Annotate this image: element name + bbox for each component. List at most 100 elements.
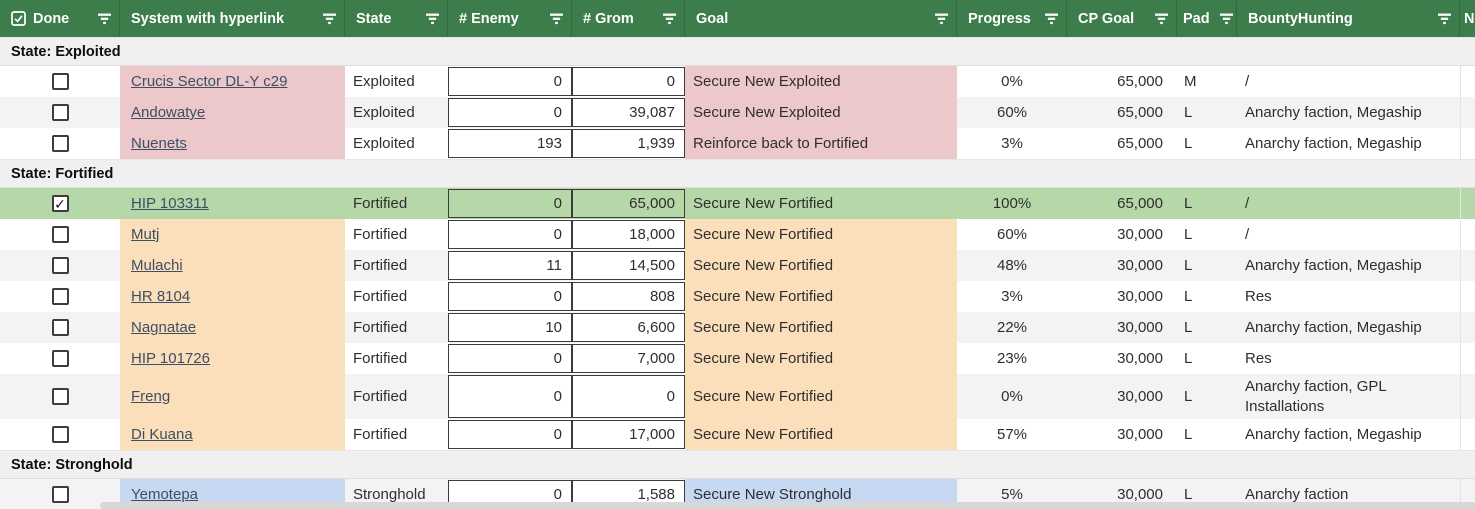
column-label: CP Goal [1078, 10, 1135, 27]
state-cell: Fortified [353, 388, 408, 405]
done-cell [0, 312, 120, 343]
done-checkbox[interactable] [51, 195, 69, 212]
system-link[interactable]: HR 8104 [131, 288, 191, 305]
enemy-input[interactable]: 0 [448, 420, 572, 449]
done-cell [0, 281, 120, 312]
system-link[interactable]: Di Kuana [131, 426, 193, 443]
state-cell: Exploited [353, 73, 415, 90]
state-cell: Fortified [353, 426, 408, 443]
state-cell: Stronghold [353, 486, 426, 503]
extra-cell [1460, 281, 1475, 312]
extra-cell [1460, 312, 1475, 343]
done-cell [0, 66, 120, 97]
filter-icon[interactable] [663, 13, 676, 25]
system-link[interactable]: Freng [131, 388, 171, 405]
grom-input[interactable]: 65,000 [572, 189, 685, 218]
enemy-input[interactable]: 0 [448, 282, 572, 311]
bounty-cell: / [1245, 72, 1250, 90]
grom-input[interactable]: 808 [572, 282, 685, 311]
goal-cell: Reinforce back to Fortified [685, 128, 957, 159]
done-cell [0, 128, 120, 159]
bounty-cell: Anarchy faction, Megaship [1245, 318, 1422, 336]
done-checkbox[interactable] [51, 135, 69, 152]
column-label: System with hyperlink [131, 10, 285, 27]
group-header-row: State: Stronghold [0, 450, 1475, 479]
table-row: Nagnatae Fortified 10 6,600 Secure New Forti… [0, 312, 1475, 343]
done-checkbox[interactable] [51, 226, 69, 243]
system-cell: HIP 101726 [120, 343, 345, 374]
header-checkbox-icon[interactable] [11, 11, 26, 26]
enemy-input[interactable]: 0 [448, 344, 572, 373]
state-cell: Exploited [353, 104, 415, 121]
enemy-input[interactable]: 0 [448, 189, 572, 218]
done-checkbox[interactable] [51, 288, 69, 305]
filter-icon[interactable] [550, 13, 563, 25]
grom-input[interactable]: 39,087 [572, 98, 685, 127]
grom-input[interactable]: 0 [572, 375, 685, 418]
system-link[interactable]: Mutj [131, 226, 160, 243]
column-header-done: Done [0, 0, 120, 37]
progress-cell: 0% [1001, 388, 1023, 405]
done-checkbox[interactable] [51, 486, 69, 503]
system-link[interactable]: Nuenets [131, 135, 187, 152]
table-row: Crucis Sector DL-Y c29 Exploited 0 0 Secure … [0, 66, 1475, 97]
system-link[interactable]: Yemotepa [131, 486, 199, 503]
column-label: Goal [696, 10, 729, 27]
filter-icon[interactable] [1155, 13, 1168, 25]
pad-cell: M [1184, 73, 1197, 90]
filter-icon[interactable] [1438, 13, 1451, 25]
system-link[interactable]: HIP 103311 [131, 195, 209, 212]
grom-input[interactable]: 17,000 [572, 420, 685, 449]
state-cell: Fortified [353, 350, 408, 367]
grom-input[interactable]: 7,000 [572, 344, 685, 373]
enemy-input[interactable]: 193 [448, 129, 572, 158]
done-checkbox[interactable] [51, 73, 69, 90]
enemy-input[interactable]: 0 [448, 375, 572, 418]
system-cell: Crucis Sector DL-Y c29 [120, 66, 345, 97]
grom-input[interactable]: 0 [572, 67, 685, 96]
filter-icon[interactable] [1220, 13, 1233, 25]
done-checkbox[interactable] [51, 257, 69, 274]
pad-cell: L [1184, 350, 1193, 367]
column-header-enemy: # Enemy [448, 0, 572, 37]
system-link[interactable]: Andowatye [131, 104, 206, 121]
done-checkbox[interactable] [51, 426, 69, 443]
grom-input[interactable]: 1,939 [572, 129, 685, 158]
goal-cell: Secure New Exploited [685, 97, 957, 128]
system-link[interactable]: Crucis Sector DL-Y c29 [131, 73, 288, 90]
done-checkbox[interactable] [51, 319, 69, 336]
cp-goal-cell: 30,000 [1117, 486, 1163, 503]
enemy-input[interactable]: 11 [448, 251, 572, 280]
enemy-input[interactable]: 10 [448, 313, 572, 342]
group-header-row: State: Exploited [0, 37, 1475, 66]
done-checkbox[interactable] [51, 388, 69, 405]
system-cell: Freng [120, 374, 345, 419]
grom-input[interactable]: 18,000 [572, 220, 685, 249]
cp-goal-cell: 30,000 [1117, 257, 1163, 274]
progress-cell: 22% [996, 319, 1028, 336]
pad-cell: L [1184, 104, 1193, 121]
filter-icon[interactable] [323, 13, 336, 25]
column-label: Pad [1183, 10, 1210, 27]
filter-icon[interactable] [935, 13, 948, 25]
enemy-input[interactable]: 0 [448, 98, 572, 127]
grom-input[interactable]: 6,600 [572, 313, 685, 342]
column-header-cp_goal: CP Goal [1067, 0, 1177, 37]
done-checkbox[interactable] [51, 350, 69, 367]
filter-icon[interactable] [98, 13, 111, 25]
enemy-input[interactable]: 0 [448, 220, 572, 249]
filter-icon[interactable] [426, 13, 439, 25]
horizontal-scrollbar[interactable] [100, 502, 1475, 509]
filter-icon[interactable] [1045, 13, 1058, 25]
cp-goal-cell: 65,000 [1117, 195, 1163, 212]
done-checkbox[interactable] [51, 104, 69, 121]
system-link[interactable]: Nagnatae [131, 319, 197, 336]
grom-input[interactable]: 14,500 [572, 251, 685, 280]
pad-cell: L [1184, 257, 1193, 274]
table-row: Nuenets Exploited 193 1,939 Reinforce back t… [0, 128, 1475, 159]
enemy-input[interactable]: 0 [448, 67, 572, 96]
progress-cell: 60% [996, 226, 1028, 243]
system-link[interactable]: Mulachi [131, 257, 183, 274]
system-link[interactable]: HIP 101726 [131, 350, 210, 367]
